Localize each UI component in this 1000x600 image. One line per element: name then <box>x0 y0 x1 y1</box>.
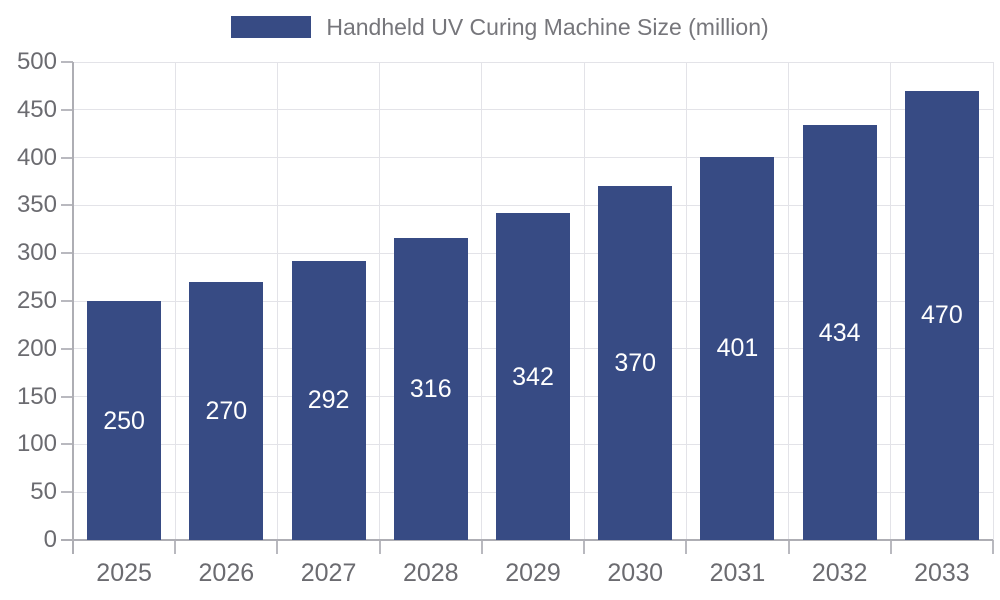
legend[interactable]: Handheld UV Curing Machine Size (million… <box>0 0 1000 54</box>
y-tick-100 <box>61 443 73 446</box>
y-gridline-400 <box>73 157 993 159</box>
y-tick-50 <box>61 491 73 494</box>
x-tick-9 <box>992 540 994 554</box>
bar-value-label-2026: 270 <box>205 396 248 425</box>
bar-value-label-2028: 316 <box>409 374 452 403</box>
bar-2028[interactable] <box>393 237 468 540</box>
x-gridline-8 <box>890 62 892 540</box>
x-gridline-7 <box>788 62 790 540</box>
y-tick-500 <box>61 61 73 63</box>
y-tick-450 <box>61 108 73 111</box>
y-gridline-350 <box>73 204 993 206</box>
bar-2032[interactable] <box>802 125 877 540</box>
x-tick-2 <box>276 540 279 554</box>
y-axis-label-500: 500 <box>16 48 57 75</box>
x-gridline-6 <box>685 62 687 540</box>
x-tick-6 <box>685 540 688 554</box>
x-axis-label-2033: 2033 <box>914 559 970 587</box>
y-axis-line <box>72 62 74 554</box>
y-tick-250 <box>61 300 73 302</box>
bar-value-label-2027: 292 <box>307 386 350 415</box>
bar-2029[interactable] <box>496 213 570 540</box>
y-tick-150 <box>61 395 73 398</box>
x-gridline-2 <box>276 62 278 540</box>
y-gridline-450 <box>73 109 993 111</box>
x-tick-3 <box>378 540 381 554</box>
bar-2026[interactable] <box>189 281 264 540</box>
bar-2027[interactable] <box>291 260 366 540</box>
y-axis-label-150: 150 <box>16 382 57 410</box>
y-axis-label-200: 200 <box>16 334 57 362</box>
bar-2030[interactable] <box>598 186 673 540</box>
bar-2025[interactable] <box>87 301 162 540</box>
x-tick-4 <box>480 540 483 554</box>
y-axis-label-450: 450 <box>16 95 57 123</box>
x-axis-label-2030: 2030 <box>607 559 664 587</box>
x-axis-line <box>61 539 993 541</box>
x-tick-1 <box>174 540 177 554</box>
bar-2031[interactable] <box>700 156 775 540</box>
bar-2033[interactable] <box>904 90 979 540</box>
bar-value-label-2029: 342 <box>512 362 554 391</box>
y-tick-400 <box>61 156 73 159</box>
x-tick-7 <box>787 540 790 554</box>
x-gridline-4 <box>481 62 483 540</box>
y-tick-300 <box>61 252 73 255</box>
y-axis-label-100: 100 <box>16 430 57 458</box>
x-axis-label-2031: 2031 <box>709 559 766 587</box>
x-axis-label-2028: 2028 <box>402 559 459 587</box>
y-axis-label-350: 350 <box>16 191 57 219</box>
legend-label: Handheld UV Curing Machine Size (million… <box>326 13 769 40</box>
legend-swatch-icon <box>231 16 312 38</box>
x-tick-8 <box>889 540 892 554</box>
x-gridline-9 <box>992 62 994 540</box>
y-tick-350 <box>61 204 73 207</box>
x-axis-label-2029: 2029 <box>505 559 561 587</box>
y-axis-label-400: 400 <box>16 143 57 171</box>
x-gridline-1 <box>174 62 176 540</box>
bar-value-label-2025: 250 <box>103 406 145 435</box>
bar-value-label-2032: 434 <box>818 318 861 347</box>
y-axis-label-0: 0 <box>43 526 57 553</box>
bar-value-label-2030: 370 <box>614 349 657 378</box>
x-axis-label-2032: 2032 <box>811 559 868 587</box>
y-axis-label-300: 300 <box>16 239 57 267</box>
y-tick-200 <box>61 347 73 350</box>
x-gridline-3 <box>379 62 381 540</box>
y-axis-label-250: 250 <box>16 287 57 314</box>
x-tick-5 <box>583 540 586 554</box>
x-axis-label-2027: 2027 <box>300 559 357 587</box>
y-axis-label-50: 50 <box>30 478 57 506</box>
x-axis-label-2026: 2026 <box>198 559 255 587</box>
bar-value-label-2033: 470 <box>921 301 963 330</box>
bar-value-label-2031: 401 <box>716 334 759 363</box>
x-gridline-5 <box>583 62 585 540</box>
x-axis-label-2025: 2025 <box>96 559 152 587</box>
y-gridline-500 <box>73 61 993 63</box>
